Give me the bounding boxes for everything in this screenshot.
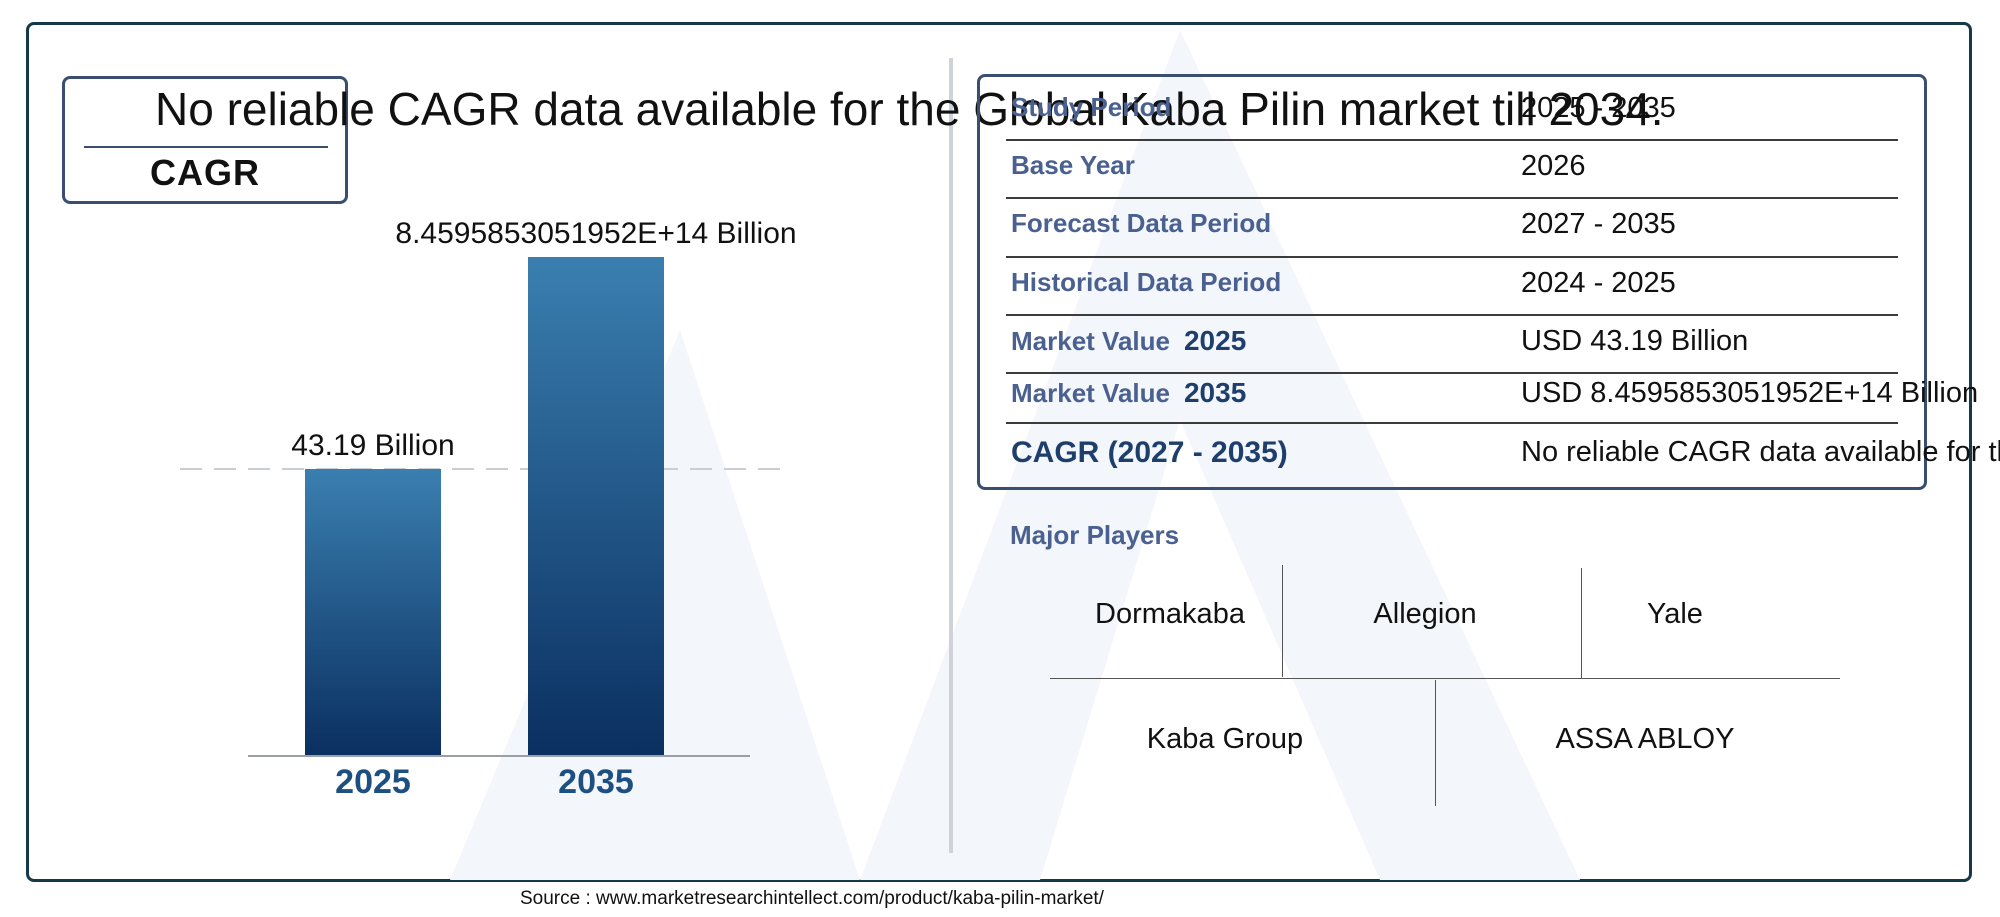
x-tick-label: 2035 <box>558 763 634 801</box>
bar-chart: 43.19 Billion 2025 8.4595853051952E+14 Bil… <box>180 217 797 801</box>
info-row-separator <box>1006 256 1898 258</box>
players-divider-v3 <box>1435 680 1436 806</box>
player-2: Allegion <box>1373 598 1477 630</box>
info-row-value: 2026 <box>1521 150 1586 182</box>
info-row-label-text: Forecast Data Period <box>1011 208 1272 238</box>
info-row-separator <box>1006 314 1898 316</box>
bar-2025 <box>305 469 441 756</box>
player-4: Kaba Group <box>1146 723 1304 755</box>
info-row-separator <box>1006 139 1898 141</box>
players-title: Major Players <box>1010 520 1180 550</box>
info-row-year: 2025 <box>1183 325 1247 356</box>
headline: No reliable CAGR data available for the … <box>155 83 1664 135</box>
info-row-label-text: Historical Data Period <box>1011 267 1282 297</box>
info-row-value: USD 8.4595853051952E+14 Billion <box>1521 377 1979 409</box>
info-row: Study Period 2025 - 2035 <box>1006 92 1898 136</box>
info-row-value: No reliable CAGR data available for th <box>1521 436 2000 468</box>
info-row: Base Year 2026 <box>1006 150 1898 194</box>
source-text: Source : www.marketresearchintellect.com… <box>520 888 1104 909</box>
info-row: Market Value 2025 USD 43.19 Billion <box>1006 325 1898 369</box>
bar-data-label: 43.19 Billion <box>291 429 454 462</box>
player-5: ASSA ABLOY <box>1555 723 1735 755</box>
players-divider-v2 <box>1581 568 1582 678</box>
section-divider <box>949 58 953 853</box>
bar-2035 <box>528 257 664 756</box>
info-row: Forecast Data Period 2027 - 2035 <box>1006 208 1898 252</box>
info-row-label-text: CAGR (2027 - 2035) <box>1011 436 1288 469</box>
x-tick-label: 2025 <box>335 763 411 801</box>
info-row-label: Historical Data Period <box>1011 267 1281 298</box>
info-row-separator <box>1006 372 1898 374</box>
info-row-separator <box>1006 422 1898 424</box>
players-divider-h <box>1050 678 1840 679</box>
info-row-label: Study Period <box>1011 92 1171 123</box>
cagr-underline <box>84 146 328 148</box>
info-row-label-text: Market Value <box>1011 378 1170 408</box>
info-row: CAGR (2027 - 2035) No reliable CAGR data … <box>1006 436 2000 480</box>
info-row-label: Base Year <box>1011 150 1135 181</box>
info-row-value: 2027 - 2035 <box>1521 208 1676 240</box>
info-row-label: CAGR (2027 - 2035) <box>1011 436 1288 470</box>
info-row-label-text: Base Year <box>1011 150 1135 180</box>
info-row-label: Market Value 2025 <box>1011 325 1246 357</box>
info-row-separator <box>1006 197 1898 199</box>
info-row-label-text: Market Value <box>1011 326 1170 356</box>
info-row-label: Market Value 2035 <box>1011 377 1246 409</box>
cagr-box <box>62 76 348 204</box>
info-row: Market Value 2035 USD 8.4595853051952E+14 … <box>1006 377 1978 421</box>
cagr-label: CAGR <box>150 152 260 193</box>
info-box <box>977 74 1927 490</box>
bar-data-label: 8.4595853051952E+14 Billion <box>395 217 796 250</box>
player-3: Yale <box>1647 598 1703 630</box>
panel-frame <box>26 22 1972 882</box>
info-row-value: 2025 - 2035 <box>1521 92 1676 124</box>
info-row-value: USD 43.19 Billion <box>1521 325 1749 357</box>
info-row-label-text: Study Period <box>1011 92 1172 122</box>
info-row-label: Forecast Data Period <box>1011 208 1271 239</box>
info-row-year: 2035 <box>1183 377 1247 408</box>
player-1: Dormakaba <box>1095 598 1245 630</box>
info-row: Historical Data Period 2024 - 2025 <box>1006 267 1898 311</box>
players-divider-v1 <box>1282 565 1283 677</box>
info-row-value: 2024 - 2025 <box>1521 267 1676 299</box>
